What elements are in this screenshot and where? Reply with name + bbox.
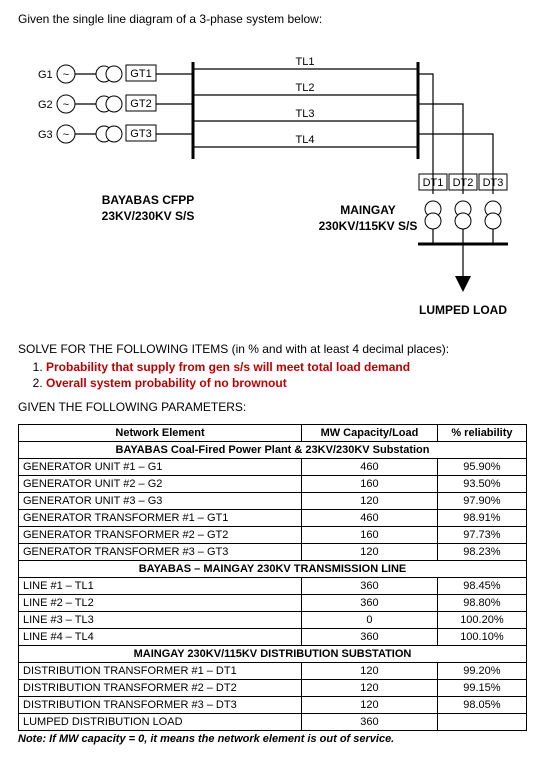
cell-mw: 120 bbox=[302, 493, 438, 510]
cell-mw: 160 bbox=[302, 527, 438, 544]
cell-rel bbox=[437, 714, 526, 731]
cell-name: GENERATOR TRANSFORMER #3 – GT3 bbox=[19, 544, 302, 561]
cell-rel: 98.05% bbox=[437, 697, 526, 714]
gen-label: G2 bbox=[38, 99, 53, 111]
cell-mw: 360 bbox=[302, 629, 438, 646]
svg-text:~: ~ bbox=[63, 99, 69, 111]
cell-rel: 98.45% bbox=[437, 578, 526, 595]
table-row: GENERATOR UNIT #1 – G146095.90% bbox=[19, 459, 527, 476]
cell-rel: 99.20% bbox=[437, 663, 526, 680]
intro-text: Given the single line diagram of a 3-pha… bbox=[18, 12, 527, 26]
cell-rel: 97.90% bbox=[437, 493, 526, 510]
cell-name: GENERATOR UNIT #2 – G2 bbox=[19, 476, 302, 493]
cell-rel: 98.23% bbox=[437, 544, 526, 561]
cell-name: GENERATOR UNIT #1 – G1 bbox=[19, 459, 302, 476]
cell-name: GENERATOR TRANSFORMER #1 – GT1 bbox=[19, 510, 302, 527]
cell-rel: 93.50% bbox=[437, 476, 526, 493]
cell-mw: 360 bbox=[302, 595, 438, 612]
gt-label: GT1 bbox=[130, 68, 151, 80]
gen-label: G1 bbox=[38, 69, 53, 81]
th-rel: % reliability bbox=[437, 425, 526, 442]
cell-name: LINE #4 – TL4 bbox=[19, 629, 302, 646]
cell-name: DISTRIBUTION TRANSFORMER #1 – DT1 bbox=[19, 663, 302, 680]
footnote: Note: If MW capacity = 0, it means the n… bbox=[18, 733, 527, 745]
tl-label: TL2 bbox=[296, 82, 315, 94]
cell-rel: 98.91% bbox=[437, 510, 526, 527]
table-row: GENERATOR UNIT #2 – G216093.50% bbox=[19, 476, 527, 493]
cell-mw: 460 bbox=[302, 510, 438, 527]
th-element: Network Element bbox=[19, 425, 302, 442]
given-heading: GIVEN THE FOLLOWING PARAMETERS: bbox=[18, 400, 527, 414]
gen-label: G3 bbox=[38, 129, 53, 141]
table-row: LINE #1 – TL136098.45% bbox=[19, 578, 527, 595]
svg-text:~: ~ bbox=[63, 69, 69, 81]
cell-rel: 98.80% bbox=[437, 595, 526, 612]
cell-mw: 120 bbox=[302, 544, 438, 561]
table-row: GENERATOR TRANSFORMER #2 – GT216097.73% bbox=[19, 527, 527, 544]
cell-name: DISTRIBUTION TRANSFORMER #3 – DT3 bbox=[19, 697, 302, 714]
cell-name: LUMPED DISTRIBUTION LOAD bbox=[19, 714, 302, 731]
tl-label: TL3 bbox=[296, 108, 315, 120]
cell-mw: 120 bbox=[302, 697, 438, 714]
solve-item-1: Probability that supply from gen s/s wil… bbox=[46, 360, 410, 374]
section-title: BAYABAS Coal-Fired Power Plant & 23KV/23… bbox=[19, 442, 527, 459]
table-row: LINE #4 – TL4360100.10% bbox=[19, 629, 527, 646]
cell-mw: 360 bbox=[302, 578, 438, 595]
table-row: DISTRIBUTION TRANSFORMER #1 – DT112099.2… bbox=[19, 663, 527, 680]
solve-item-2: Overall system probability of no brownou… bbox=[46, 376, 287, 390]
cell-mw: 120 bbox=[302, 680, 438, 697]
cell-mw: 360 bbox=[302, 714, 438, 731]
cell-rel: 97.73% bbox=[437, 527, 526, 544]
solve-block: SOLVE FOR THE FOLLOWING ITEMS (in % and … bbox=[18, 342, 527, 390]
table-row: LUMPED DISTRIBUTION LOAD360 bbox=[19, 714, 527, 731]
table-row: GENERATOR TRANSFORMER #1 – GT146098.91% bbox=[19, 510, 527, 527]
gt-label: GT3 bbox=[130, 128, 151, 140]
table-row: GENERATOR UNIT #3 – G312097.90% bbox=[19, 493, 527, 510]
cell-rel: 100.10% bbox=[437, 629, 526, 646]
cell-rel: 99.15% bbox=[437, 680, 526, 697]
cell-name: GENERATOR UNIT #3 – G3 bbox=[19, 493, 302, 510]
tl-label: TL4 bbox=[296, 134, 315, 146]
parameter-table: Network Element MW Capacity/Load % relia… bbox=[18, 424, 527, 731]
single-line-diagram: .lbl { font: 11px Arial, sans-serif; } .… bbox=[18, 44, 527, 324]
table-row: LINE #3 – TL30100.20% bbox=[19, 612, 527, 629]
table-row: LINE #2 – TL236098.80% bbox=[19, 595, 527, 612]
cell-name: LINE #3 – TL3 bbox=[19, 612, 302, 629]
table-row: DISTRIBUTION TRANSFORMER #2 – DT212099.1… bbox=[19, 680, 527, 697]
left-station-l1: BAYABAS CFPP bbox=[102, 193, 194, 207]
table-row: DISTRIBUTION TRANSFORMER #3 – DT312098.0… bbox=[19, 697, 527, 714]
cell-name: LINE #2 – TL2 bbox=[19, 595, 302, 612]
right-station-l2: 230KV/115KV S/S bbox=[319, 219, 418, 233]
cell-name: LINE #1 – TL1 bbox=[19, 578, 302, 595]
tl-label: TL1 bbox=[296, 56, 315, 68]
cell-mw: 0 bbox=[302, 612, 438, 629]
section-title: BAYABAS – MAINGAY 230KV TRANSMISSION LIN… bbox=[19, 561, 527, 578]
cell-mw: 120 bbox=[302, 663, 438, 680]
cell-mw: 460 bbox=[302, 459, 438, 476]
cell-rel: 100.20% bbox=[437, 612, 526, 629]
th-mw: MW Capacity/Load bbox=[302, 425, 438, 442]
cell-mw: 160 bbox=[302, 476, 438, 493]
table-row: GENERATOR TRANSFORMER #3 – GT312098.23% bbox=[19, 544, 527, 561]
cell-name: DISTRIBUTION TRANSFORMER #2 – DT2 bbox=[19, 680, 302, 697]
right-station-l1: MAINGAY bbox=[340, 203, 396, 217]
gt-label: GT2 bbox=[130, 98, 151, 110]
solve-heading: SOLVE FOR THE FOLLOWING ITEMS (in % and … bbox=[18, 342, 527, 356]
left-station-l2: 23KV/230KV S/S bbox=[102, 209, 195, 223]
lumped-load-label: LUMPED LOAD bbox=[419, 303, 507, 317]
section-title: MAINGAY 230KV/115KV DISTRIBUTION SUBSTAT… bbox=[19, 646, 527, 663]
cell-name: GENERATOR TRANSFORMER #2 – GT2 bbox=[19, 527, 302, 544]
svg-text:~: ~ bbox=[63, 129, 69, 141]
cell-rel: 95.90% bbox=[437, 459, 526, 476]
